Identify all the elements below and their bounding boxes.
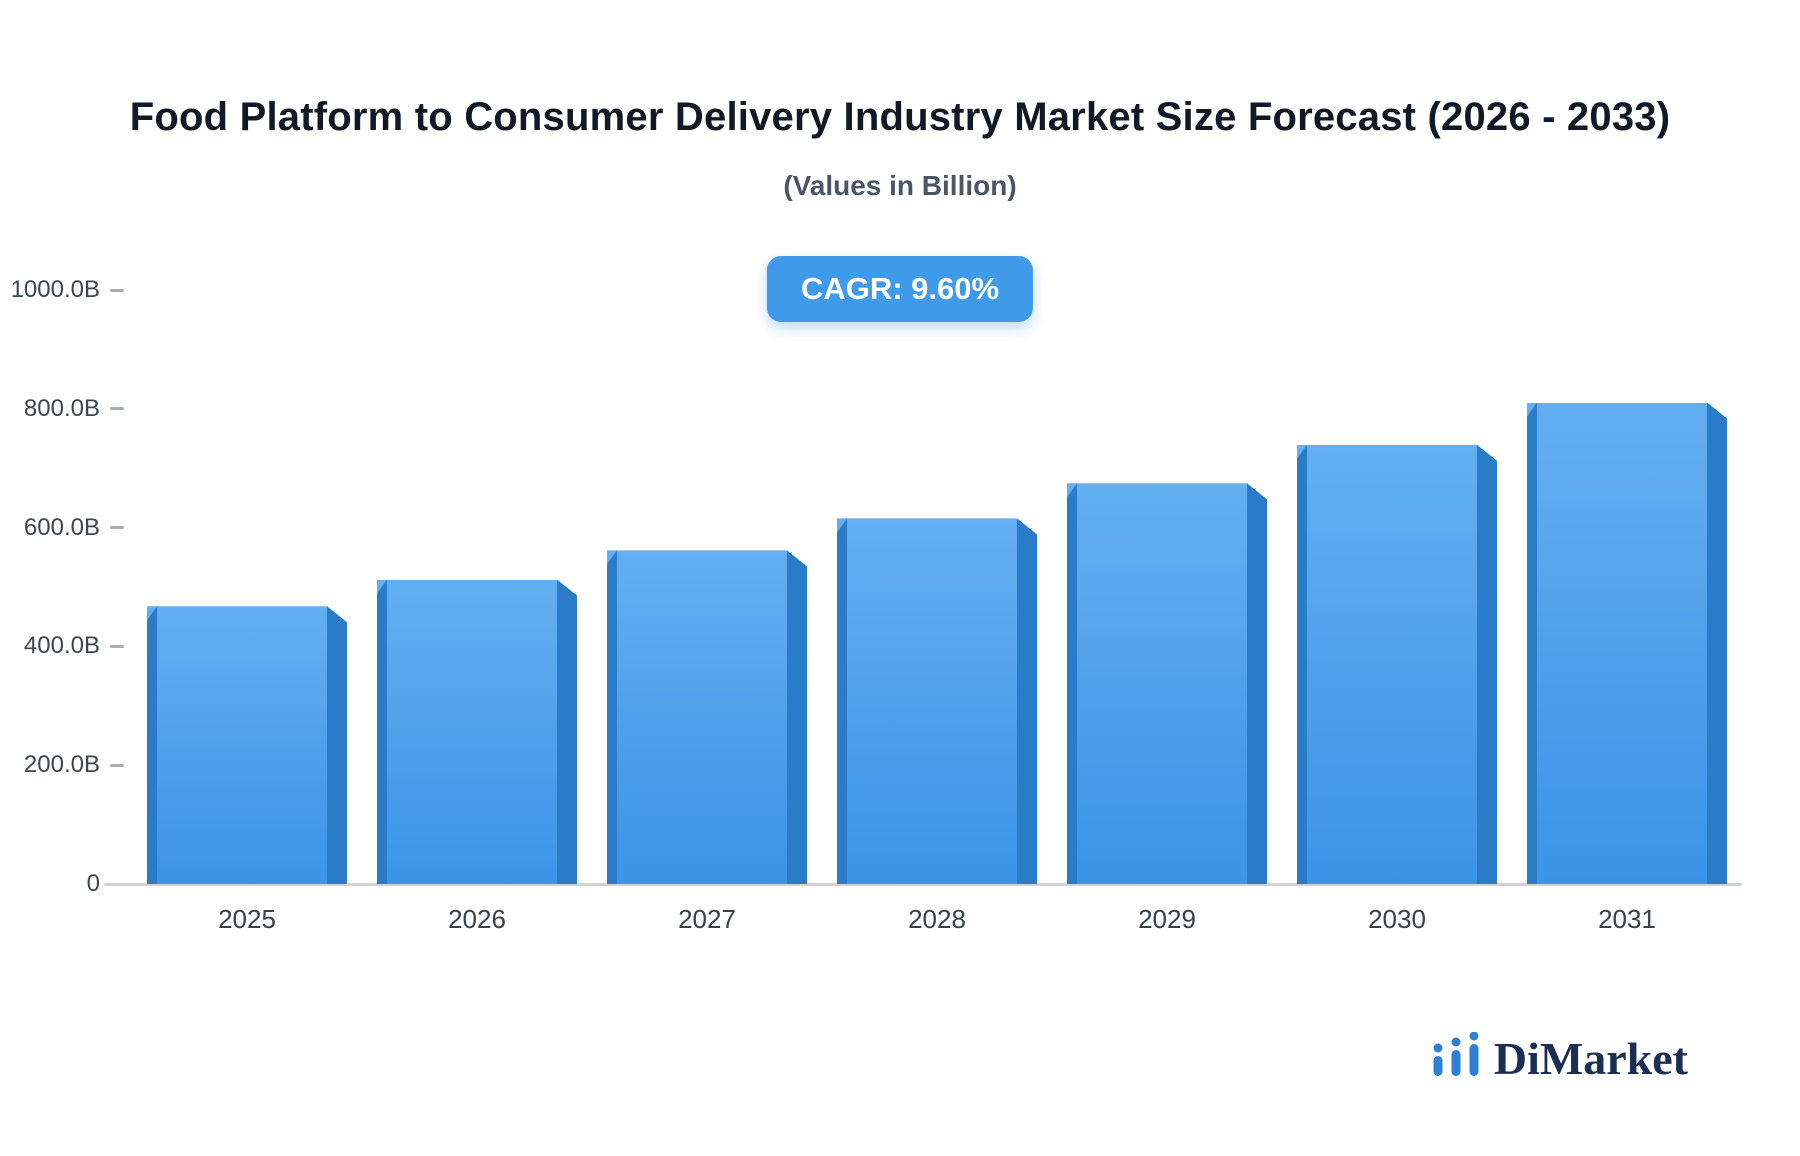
bar-value-label: 512.6 B [430,536,524,567]
bar-slot-2031: 810.6 B 2031 [1512,290,1742,934]
bar-value-label: 561.8 B [660,507,754,538]
y-axis-tick-label: 1000.0B [10,276,100,303]
y-axis-tick-mark [110,407,124,411]
bar-2028: 615.7 B [837,518,1037,884]
bar-value-label: 810.6 B [1580,359,1674,390]
bar-slot-2030: 739.6 B 2030 [1282,290,1512,934]
dimarket-bars-icon [1430,1031,1482,1081]
bar-value-label: 739.6 B [1350,401,1444,432]
y-axis-tick-label: 200.0B [23,751,100,779]
bar-slot-2029: 674.8 B 2029 [1052,290,1282,934]
y-axis-tick: 800.0B [24,395,124,423]
chart-title: Food Platform to Consumer Delivery Indus… [129,95,1671,139]
plot-area: 467.7 B 2025 512.6 B 2026 561.8 B 2027 615.7 B… [104,290,1742,934]
y-axis-tick-label: 0 [86,870,100,897]
bar-value-label: 674.8 B [1120,440,1214,471]
y-axis-tick: 600.0B [24,514,124,542]
bar-slot-2028: 615.7 B 2028 [822,290,1052,934]
y-axis-tick-label: 600.0B [23,513,100,541]
x-axis-label: 2028 [908,904,966,934]
chart-subtitle: (Values in Billion) [783,170,1017,201]
x-axis-label: 2031 [1598,904,1656,934]
bar-2026: 512.6 B [377,580,577,885]
y-axis-tick-mark [110,526,124,530]
y-axis-tick-label: 800.0B [23,394,100,422]
y-axis-tick-label: 400.0B [23,632,100,660]
bar-value-label: 615.7 B [890,475,984,506]
dimarket-wordmark: DiMarket [1493,1033,1688,1085]
bar-slot-2026: 512.6 B 2026 [362,290,592,934]
dimarket-logo: DiMarket [1430,1031,1688,1085]
y-axis-tick-mark [110,763,124,767]
bar-slot-2027: 561.8 B 2027 [592,290,822,934]
x-axis-label: 2025 [218,904,276,934]
bar-2030: 739.6 B [1297,445,1497,884]
y-axis-tick: 1000.0B [11,276,124,304]
y-axis-tick-mark [110,644,124,648]
cagr-badge: CAGR: 9.60% [766,256,1034,322]
bar-slot-2025: 467.7 B 2025 [132,290,362,934]
x-axis-label: 2029 [1138,904,1196,934]
y-axis-tick: 400.0B [24,632,124,660]
bar-2031: 810.6 B [1527,403,1727,885]
bar-2027: 561.8 B [607,550,807,884]
x-axis-label: 2026 [448,904,506,934]
y-axis-tick-mark [110,288,124,292]
x-axis-label: 2030 [1368,904,1426,934]
y-axis-tick: 200.0B [24,751,124,779]
bar-2029: 674.8 B [1067,483,1267,884]
y-axis: 1000.0B 800.0B 600.0B 400.0B 200.0B 0 [0,276,124,897]
x-axis-line [104,883,1742,886]
bar-value-label: 467.7 B [200,563,294,594]
bar-2025: 467.7 B [147,606,347,884]
x-axis-label: 2027 [678,904,736,934]
